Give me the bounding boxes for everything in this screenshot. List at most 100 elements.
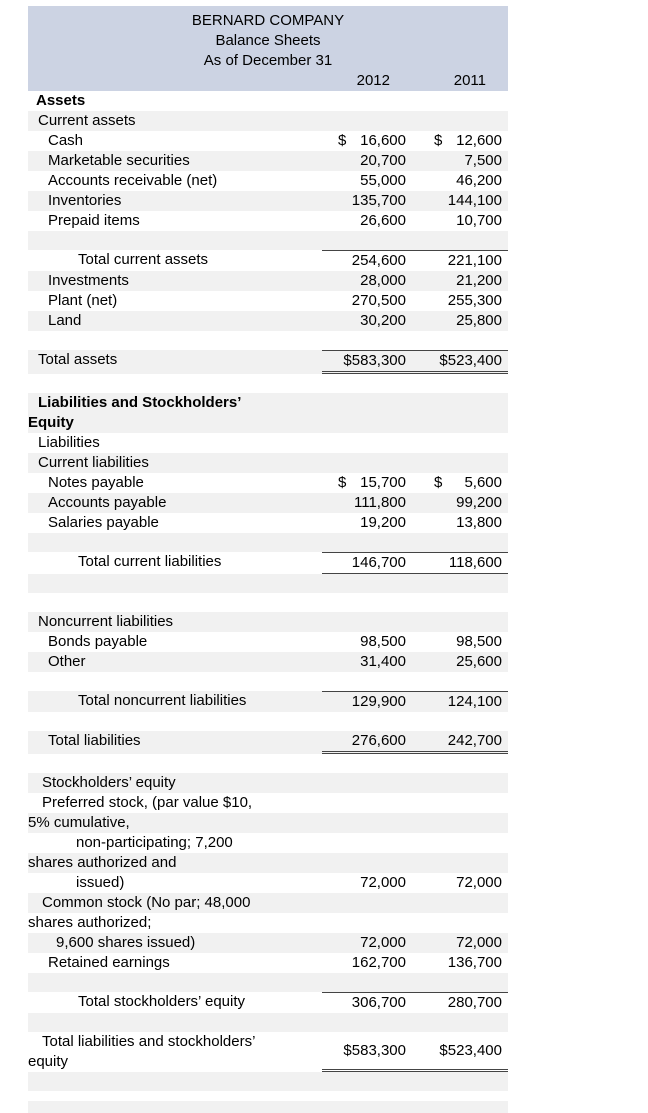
row-label-line: Total stockholders’ equity [78,993,246,1010]
value-2011: 10,700 [418,211,502,231]
row-label-line: Current assets [38,112,136,129]
value-2012: $583,300 [322,351,406,371]
row-label-line: Other [48,653,86,670]
row-label-line: Total liabilities [48,732,141,749]
row-values: 306,700 280,700 [322,992,508,1013]
dollar-sign: $ [338,474,347,491]
value-2011: 98,500 [418,632,502,652]
amount: 98,500 [360,633,406,650]
amount: 12,600 [456,132,502,149]
value-2011: 136,700 [418,953,502,973]
table-row: Investments 28,000 21,200 [28,271,508,291]
row-label-line: Preferred stock, (par value $10, [42,794,253,811]
amount: 135,700 [351,192,406,209]
statement-header: BERNARD COMPANY Balance Sheets As of Dec… [28,6,508,91]
row-values: 146,700 118,600 [322,552,508,574]
value-2011: 25,800 [418,311,502,331]
spacer-row [28,1101,508,1113]
row-label-line: Bonds payable [48,633,148,650]
row-values [322,393,508,433]
table-row: Retained earnings 162,700 136,700 [28,953,508,973]
amount: 5,600 [464,474,502,491]
value-2012: 20,700 [322,151,406,171]
dollar-sign: $ [434,132,443,149]
row-values: 55,000 46,200 [322,171,508,191]
value-2012: 19,200 [322,513,406,533]
amount: 28,000 [360,272,406,289]
table-row: Assets [28,91,508,111]
row-values: $583,300 $523,400 [322,1032,508,1072]
amount: 144,100 [447,192,502,209]
row-label-line: Stockholders’ equity [42,774,176,791]
row-label [28,1013,322,1032]
row-label-line: issued) [76,874,125,891]
row-values [322,754,508,773]
row-label-line: Liabilities and Stockholders’ [38,394,242,411]
table-row: Salaries payable 19,200 13,800 [28,513,508,533]
value-2012: 30,200 [322,311,406,331]
amount: 25,600 [456,653,502,670]
amount: 72,000 [456,874,502,891]
amount: 111,800 [354,494,406,511]
amount: 255,300 [447,292,502,309]
row-values: 19,200 13,800 [322,513,508,533]
table-row: shares authorized; [28,913,508,933]
table-row: issued) 72,000 72,000 [28,873,508,893]
amount: 118,600 [448,554,502,571]
statement-date: As of December 31 [203,52,333,69]
amount: 306,700 [351,994,406,1011]
row-label: Bonds payable [28,632,322,652]
row-label: Current assets [28,111,322,131]
row-label: Common stock (No par; 48,000 [28,893,322,913]
amount: 20,700 [360,152,406,169]
amount: 26,600 [360,212,406,229]
row-label: Investments [28,271,322,291]
row-values [322,893,508,913]
row-label-line: Assets [36,92,86,109]
row-label-line: Inventories [48,192,122,209]
table-row: non-participating; 7,200 [28,833,508,853]
year-2011-label: 2011 [453,72,486,89]
table-row: Total assets $583,300 $523,400 [28,350,508,374]
row-label: 9,600 shares issued) [28,933,322,953]
row-values: 30,200 25,800 [322,311,508,331]
row-label: Liabilities and Stockholders’ Equity [28,393,322,433]
amount: 124,100 [447,693,502,710]
row-values [322,1013,508,1032]
row-label: Accounts payable [28,493,322,513]
spacer-row [28,712,508,731]
table-row: Inventories 135,700 144,100 [28,191,508,211]
amount: 55,000 [360,172,406,189]
value-2011: $5,600 [418,473,502,493]
row-label: Total assets [28,350,322,374]
row-label-line: Cash [48,132,84,149]
row-values [322,91,508,111]
row-values: 72,000 72,000 [322,873,508,893]
table-row: Liabilities and Stockholders’ Equity [28,393,508,433]
value-2011: 72,000 [418,873,502,893]
value-2012: 306,700 [322,993,406,1013]
row-label-line: Total current liabilities [78,553,222,570]
value-2012: 146,700 [322,553,406,573]
table-row: Stockholders’ equity [28,773,508,793]
table-row: Land 30,200 25,800 [28,311,508,331]
amount: 30,200 [360,312,406,329]
row-values [322,1072,508,1091]
row-label: Assets [28,91,322,111]
row-values [322,612,508,632]
row-label-line: 5% cumulative, [28,814,130,831]
row-values: 72,000 72,000 [322,933,508,953]
row-label: Total liabilities [28,731,322,754]
table-row: Total stockholders’ equity 306,700 280,700 [28,992,508,1013]
row-label-line: Plant (net) [48,292,118,309]
amount: 129,900 [351,693,406,710]
row-values: 129,900 124,100 [322,691,508,712]
amount: 10,700 [456,212,502,229]
row-label: Accounts receivable (net) [28,171,322,191]
spacer-row [28,533,508,552]
value-2012: 55,000 [322,171,406,191]
spacer-row [28,1013,508,1032]
value-2012: $16,600 [322,131,406,151]
row-values [322,913,508,933]
value-2012: 270,500 [322,291,406,311]
